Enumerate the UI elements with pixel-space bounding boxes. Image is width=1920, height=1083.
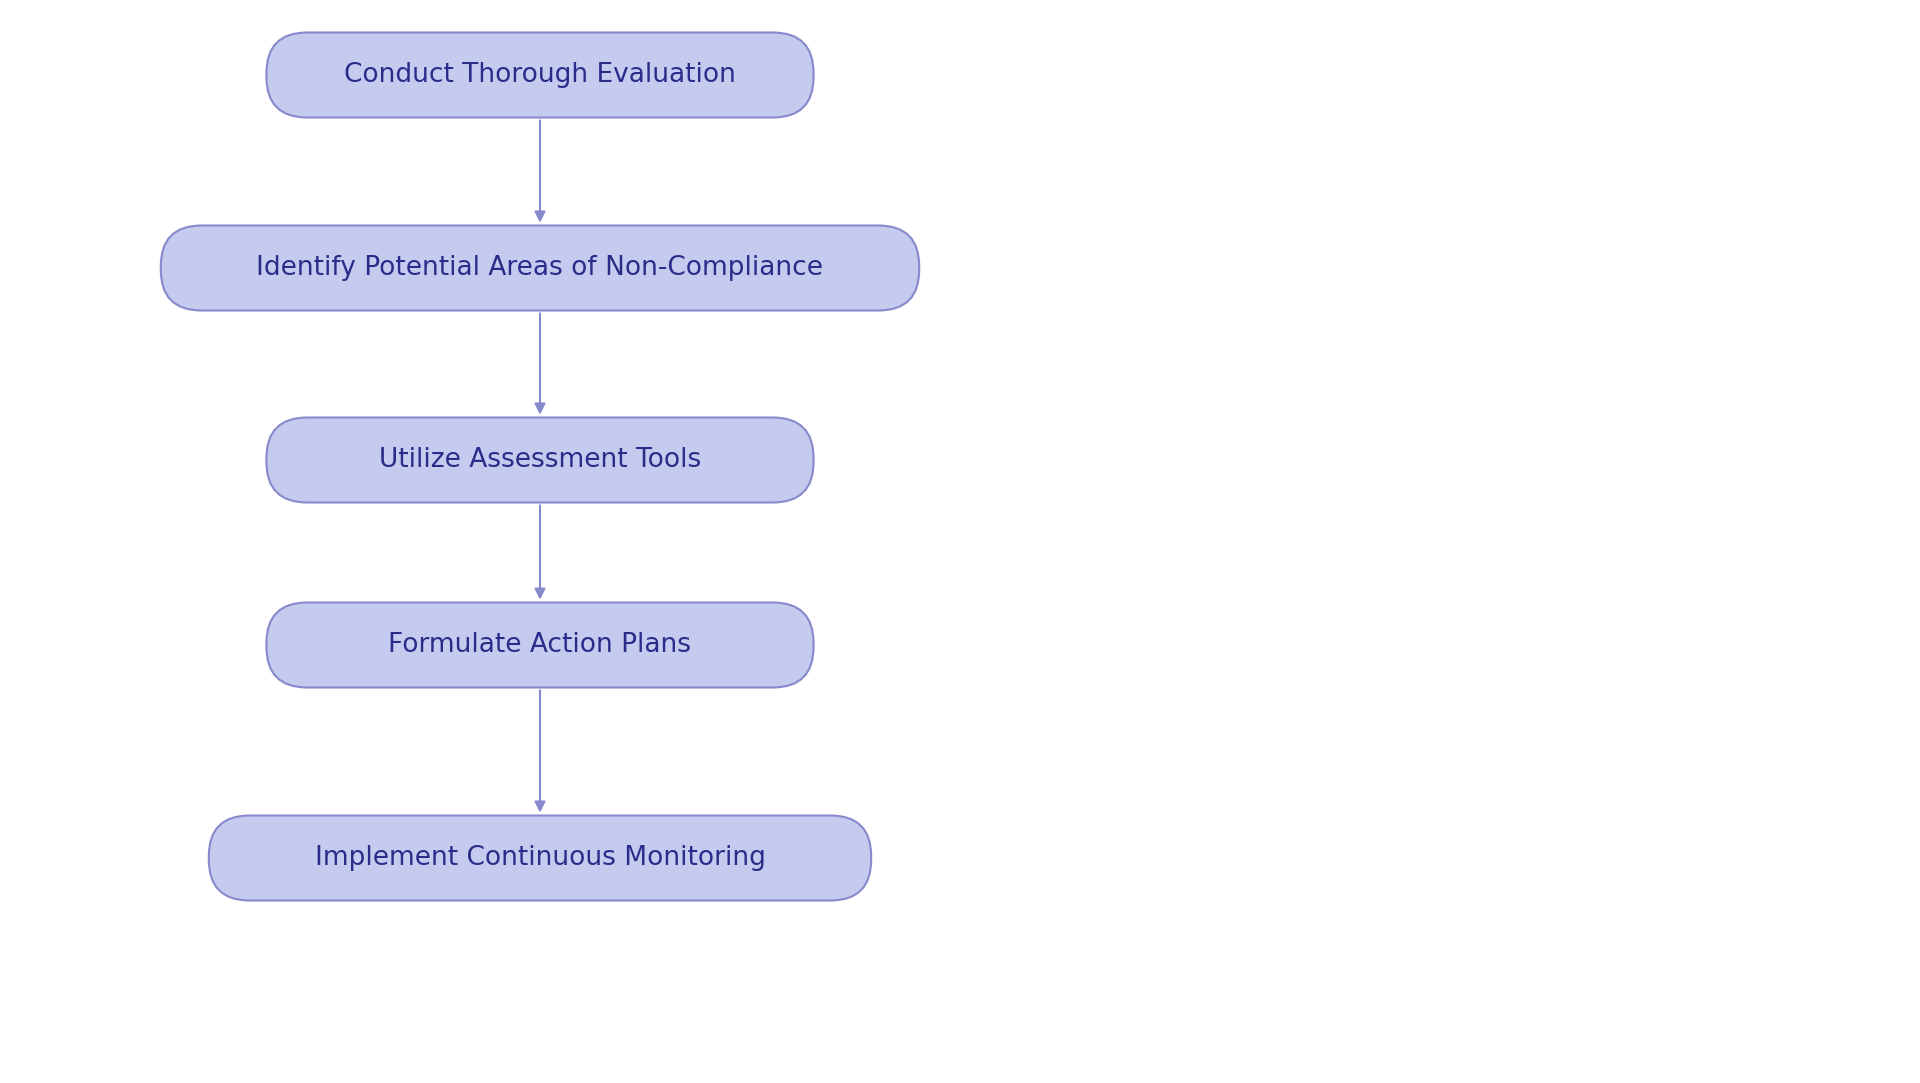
Text: Utilize Assessment Tools: Utilize Assessment Tools [378,447,701,473]
FancyBboxPatch shape [267,602,814,688]
Text: Identify Potential Areas of Non-Compliance: Identify Potential Areas of Non-Complian… [257,255,824,280]
Text: Conduct Thorough Evaluation: Conduct Thorough Evaluation [344,62,735,88]
Text: Formulate Action Plans: Formulate Action Plans [388,632,691,658]
FancyBboxPatch shape [267,418,814,503]
FancyBboxPatch shape [209,815,872,900]
Text: Implement Continuous Monitoring: Implement Continuous Monitoring [315,845,766,871]
FancyBboxPatch shape [267,32,814,117]
FancyBboxPatch shape [161,225,920,311]
